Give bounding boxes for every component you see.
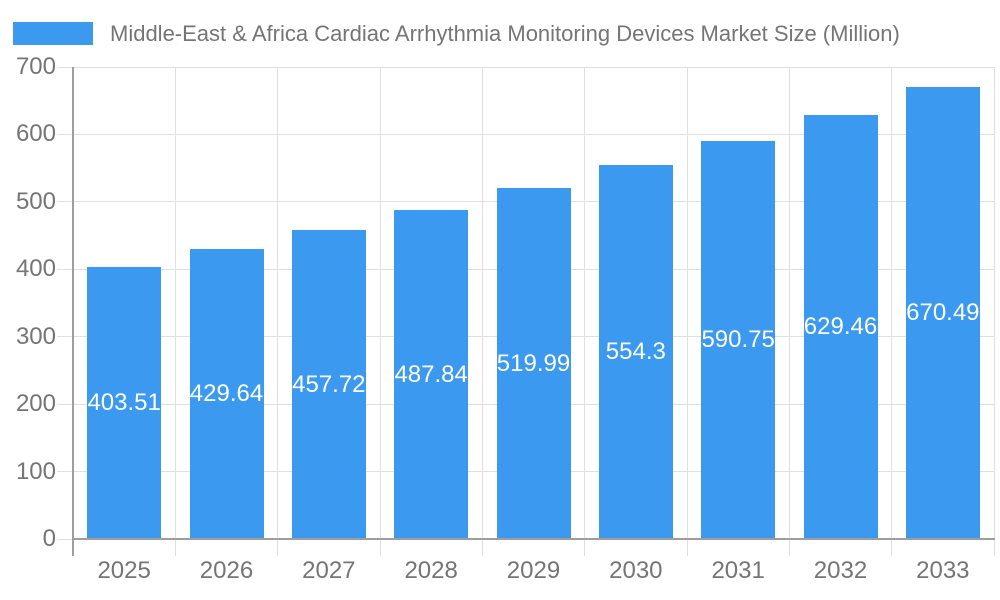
y-axis-label: 200 <box>15 390 56 418</box>
vgridline <box>481 67 483 556</box>
y-axis-label: 100 <box>15 457 56 485</box>
bar: 429.64 <box>189 249 264 539</box>
bar: 629.46 <box>803 114 878 539</box>
bar-value-label: 629.46 <box>803 312 878 340</box>
bar-value-label: 403.51 <box>87 388 161 416</box>
x-axis-label: 2033 <box>916 557 970 584</box>
x-axis-label: 2027 <box>302 557 356 584</box>
bar-value-label: 487.84 <box>394 360 468 388</box>
x-axis-line <box>73 538 995 540</box>
y-axis-label: 700 <box>15 53 56 80</box>
y-axis-tick <box>57 201 73 203</box>
y-axis-label: 400 <box>15 255 56 283</box>
bar: 487.84 <box>394 210 469 539</box>
hgridline <box>73 133 994 135</box>
vgridline <box>788 67 790 556</box>
bar: 554.3 <box>598 165 673 539</box>
y-axis-label: 300 <box>15 322 56 350</box>
bar-value-label: 519.99 <box>496 349 571 377</box>
bar: 670.49 <box>905 86 980 539</box>
y-axis-label: 500 <box>15 187 56 215</box>
y-axis-tick <box>57 336 73 338</box>
vgridline <box>379 67 381 556</box>
bar: 457.72 <box>291 230 366 539</box>
y-axis-tick <box>57 471 73 473</box>
bar-value-label: 670.49 <box>906 298 980 326</box>
y-axis-label: 0 <box>42 525 56 552</box>
vgridline <box>584 67 586 556</box>
x-axis-label: 2031 <box>711 557 765 584</box>
legend-swatch <box>13 22 93 45</box>
bar-value-label: 429.64 <box>189 380 264 408</box>
x-axis-label: 2032 <box>813 557 868 584</box>
x-axis-label: 2025 <box>97 557 151 584</box>
y-axis-tick <box>57 66 73 68</box>
y-axis-line <box>72 67 74 556</box>
bar: 403.51 <box>87 266 162 539</box>
x-axis-label: 2030 <box>609 557 663 584</box>
chart-title: Middle-East & Africa Cardiac Arrhythmia … <box>110 21 900 46</box>
vgridline <box>277 67 279 556</box>
bar-value-label: 554.3 <box>605 338 666 366</box>
vgridline <box>891 67 893 556</box>
y-axis-tick <box>57 268 73 270</box>
bar-value-label: 590.75 <box>701 325 775 353</box>
bar: 590.75 <box>701 140 776 539</box>
bar: 519.99 <box>496 188 571 539</box>
vgridline <box>686 67 688 556</box>
x-axis-label: 2029 <box>506 557 561 584</box>
x-axis-label: 2028 <box>404 557 458 584</box>
vgridline <box>174 67 176 556</box>
x-axis-label: 2026 <box>199 557 254 584</box>
y-axis-label: 600 <box>15 120 56 148</box>
hgridline <box>73 66 994 68</box>
bar-value-label: 457.72 <box>292 370 366 398</box>
vgridline <box>993 67 995 556</box>
y-axis-tick <box>57 538 73 540</box>
y-axis-tick <box>57 403 73 405</box>
y-axis-tick <box>57 133 73 135</box>
